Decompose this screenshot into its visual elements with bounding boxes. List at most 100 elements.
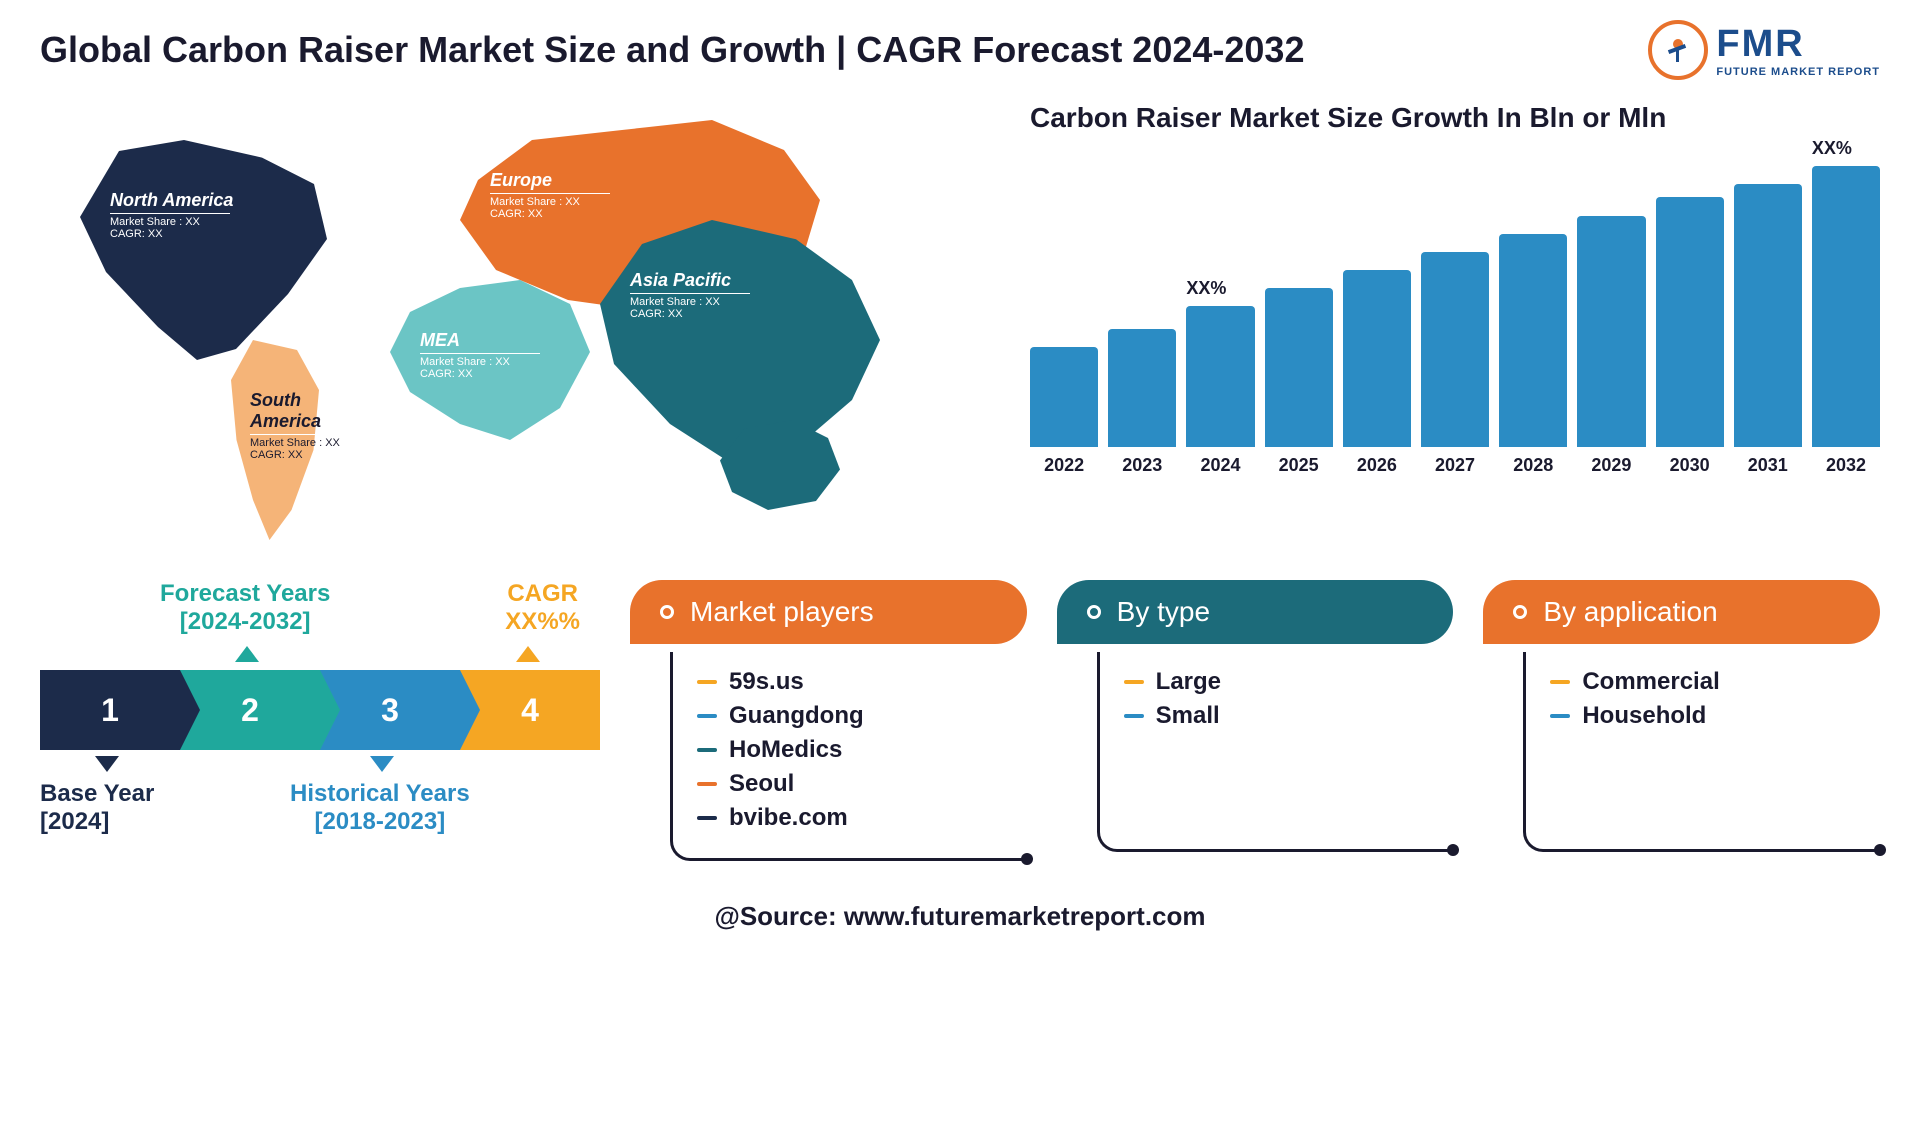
cagr-sub: XX%% bbox=[505, 608, 580, 636]
bullet-icon bbox=[697, 748, 717, 752]
list-item: bvibe.com bbox=[697, 804, 1027, 832]
bar-year-label: 2025 bbox=[1279, 455, 1319, 476]
region-share: Market Share : XX bbox=[110, 216, 233, 228]
column-header-pill: By type bbox=[1057, 580, 1454, 644]
bar-year-label: 2030 bbox=[1670, 455, 1710, 476]
region-ap: Asia Pacific Market Share : XXCAGR: XX bbox=[600, 220, 880, 460]
timeline-bar: 1234 bbox=[40, 670, 600, 750]
region-label-eu: EuropeMarket Share : XXCAGR: XX bbox=[490, 170, 610, 220]
bar-2026: 2026 bbox=[1343, 270, 1411, 476]
item-label: Small bbox=[1156, 702, 1220, 730]
arrow-up-icon bbox=[235, 646, 259, 662]
column-body: Large Small bbox=[1097, 652, 1454, 852]
bar-2031: 2031 bbox=[1734, 184, 1802, 477]
column-header-pill: Market players bbox=[630, 580, 1027, 644]
region-label-na: North America Market Share : XXCAGR: XX bbox=[110, 190, 233, 240]
bar-2032: XX% 2032 bbox=[1812, 166, 1880, 477]
arrow-down-icon bbox=[370, 756, 394, 772]
list-item: Seoul bbox=[697, 770, 1027, 798]
region-name: MEA bbox=[420, 330, 540, 351]
bar-year-label: 2026 bbox=[1357, 455, 1397, 476]
bar-rect bbox=[1499, 234, 1567, 448]
dot-icon bbox=[1087, 605, 1101, 619]
bar-annotation: XX% bbox=[1812, 138, 1852, 159]
column-title: By application bbox=[1543, 596, 1717, 628]
region-cagr: CAGR: XX bbox=[630, 308, 750, 320]
bar-year-label: 2028 bbox=[1513, 455, 1553, 476]
bars-container: 20222023XX%20242025202620272028202920302… bbox=[970, 156, 1880, 476]
timeline-segment-3: 3 bbox=[320, 670, 460, 750]
historical-label: Historical Years bbox=[290, 780, 470, 808]
item-label: Seoul bbox=[729, 770, 794, 798]
region-mea: MEAMarket Share : XXCAGR: XX bbox=[390, 280, 590, 440]
region-label-mea: MEAMarket Share : XXCAGR: XX bbox=[420, 330, 540, 380]
region-share: Market Share : XX bbox=[630, 296, 750, 308]
bar-rect bbox=[1030, 347, 1098, 447]
timeline-base-label: Base Year[2024] bbox=[40, 780, 154, 836]
bar-2028: 2028 bbox=[1499, 234, 1567, 477]
forecast-label: Forecast Years bbox=[160, 580, 330, 608]
region-sa: South AmericaMarket Share : XXCAGR: XX bbox=[220, 340, 330, 540]
region-name: North America bbox=[110, 190, 233, 211]
source-text: @Source: www.futuremarketreport.com bbox=[40, 901, 1880, 932]
item-label: Large bbox=[1156, 668, 1221, 696]
arrow-up-icon bbox=[516, 646, 540, 662]
bar-rect bbox=[1108, 329, 1176, 447]
region-name: South America bbox=[250, 390, 370, 432]
bar-2029: 2029 bbox=[1577, 216, 1645, 477]
region-label-sa: South America Market Share : XXCAGR: XX bbox=[250, 390, 370, 461]
timeline-historical-label: Historical Years[2018-2023] bbox=[290, 780, 470, 836]
arrow-down-icon bbox=[95, 756, 119, 772]
item-label: Household bbox=[1582, 702, 1706, 730]
item-label: Guangdong bbox=[729, 702, 864, 730]
column-body: Commercial Household bbox=[1523, 652, 1880, 852]
region-cagr: CAGR: XX bbox=[250, 449, 370, 461]
bar-2023: 2023 bbox=[1108, 329, 1176, 476]
column-title: By type bbox=[1117, 596, 1210, 628]
region-name: Asia Pacific bbox=[630, 270, 750, 291]
bar-year-label: 2027 bbox=[1435, 455, 1475, 476]
info-column-2: By application Commercial Household bbox=[1483, 580, 1880, 861]
dot-icon bbox=[660, 605, 674, 619]
bar-rect bbox=[1577, 216, 1645, 448]
timeline-cagr-label: CAGRXX%% bbox=[505, 580, 580, 636]
forecast-sub: [2024-2032] bbox=[160, 608, 330, 636]
region-name: Europe bbox=[490, 170, 610, 191]
bar-year-label: 2031 bbox=[1748, 455, 1788, 476]
item-label: 59s.us bbox=[729, 668, 804, 696]
main-row: North AmericaMarket Share : XXCAGR: XXSo… bbox=[40, 100, 1880, 540]
bar-annotation: XX% bbox=[1186, 278, 1226, 299]
info-column-0: Market players 59s.us Guangdong HoMedics Seo… bbox=[630, 580, 1027, 861]
bar-year-label: 2032 bbox=[1826, 455, 1866, 476]
region-cagr: CAGR: XX bbox=[110, 228, 233, 240]
cagr-label: CAGR bbox=[505, 580, 580, 608]
bar-2025: 2025 bbox=[1265, 288, 1333, 476]
list-item: Household bbox=[1550, 702, 1880, 730]
logo-text: FMR FUTURE MARKET REPORT bbox=[1716, 23, 1880, 78]
page-title: Global Carbon Raiser Market Size and Gro… bbox=[40, 29, 1304, 71]
region-share: Market Share : XX bbox=[250, 437, 370, 449]
bullet-icon bbox=[1550, 680, 1570, 684]
list-item: 59s.us bbox=[697, 668, 1027, 696]
region-cagr: CAGR: XX bbox=[420, 368, 540, 380]
item-label: bvibe.com bbox=[729, 804, 848, 832]
bar-rect bbox=[1734, 184, 1802, 448]
base-sub: [2024] bbox=[40, 808, 154, 836]
bar-2022: 2022 bbox=[1030, 347, 1098, 476]
column-header-pill: By application bbox=[1483, 580, 1880, 644]
bullet-icon bbox=[697, 816, 717, 820]
bar-rect bbox=[1421, 252, 1489, 447]
bullet-icon bbox=[1124, 680, 1144, 684]
region-label-ap: Asia Pacific Market Share : XXCAGR: XX bbox=[630, 270, 750, 320]
list-item: HoMedics bbox=[697, 736, 1027, 764]
timeline-segment-1: 1 bbox=[40, 670, 180, 750]
item-label: Commercial bbox=[1582, 668, 1719, 696]
bullet-icon bbox=[697, 782, 717, 786]
bottom-row: 1234 Forecast Years[2024-2032] CAGRXX%% Ba… bbox=[40, 580, 1880, 861]
timeline: 1234 Forecast Years[2024-2032] CAGRXX%% Ba… bbox=[40, 580, 600, 861]
base-label: Base Year bbox=[40, 780, 154, 808]
info-columns: Market players 59s.us Guangdong HoMedics Seo… bbox=[630, 580, 1880, 861]
logo-abbr: FMR bbox=[1716, 23, 1880, 66]
list-item: Guangdong bbox=[697, 702, 1027, 730]
bar-rect: XX% bbox=[1812, 166, 1880, 448]
